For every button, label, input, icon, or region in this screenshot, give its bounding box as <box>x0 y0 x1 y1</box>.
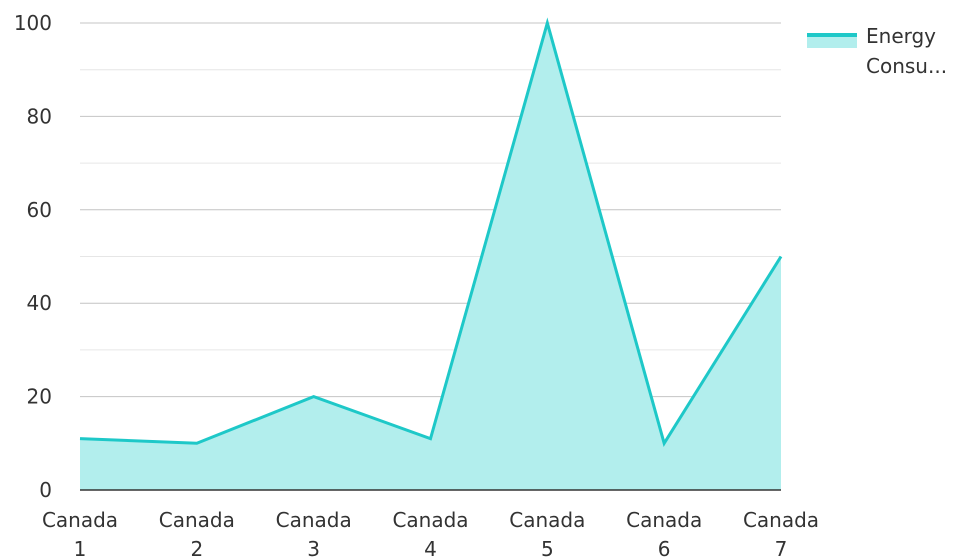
x-tick-label-line: 7 <box>775 537 788 560</box>
legend-swatch-fill <box>807 34 857 48</box>
y-tick-label: 40 <box>27 291 52 315</box>
y-tick-label: 80 <box>27 104 52 128</box>
x-tick-label: Canada 1 <box>42 508 118 560</box>
y-tick-label: 100 <box>14 11 52 35</box>
x-tick-label-line: Canada <box>42 508 118 532</box>
x-tick-label: Canada 5 <box>509 508 585 560</box>
x-tick-label-line: Canada <box>276 508 352 532</box>
y-tick-label: 60 <box>27 198 52 222</box>
data-point[interactable] <box>77 436 83 442</box>
series-area-fill <box>80 23 781 490</box>
data-point[interactable] <box>661 440 667 446</box>
x-tick-label-line: Canada <box>626 508 702 532</box>
x-tick-label-line: Canada <box>509 508 585 532</box>
legend-label: Energy Consu... <box>866 24 947 78</box>
x-tick-label-line: Canada <box>392 508 468 532</box>
x-tick-label-line: 3 <box>307 537 320 560</box>
legend-label-line: Energy <box>866 24 936 48</box>
x-tick-label: Canada 4 <box>392 508 468 560</box>
data-point[interactable] <box>194 440 200 446</box>
x-tick-label-line: 6 <box>658 537 671 560</box>
legend[interactable]: Energy Consu... <box>807 24 947 78</box>
grid-lines <box>80 22 781 444</box>
legend-label-line: Consu... <box>866 54 947 78</box>
data-point[interactable] <box>544 20 550 26</box>
x-tick-label: Canada 2 <box>159 508 235 560</box>
axes: 0 20 40 60 80 100 Canada 1 Canada 2 Canada 3 Canada 4… <box>14 11 819 560</box>
x-tick-label-line: Canada <box>743 508 819 532</box>
x-tick-label-line: 4 <box>424 537 437 560</box>
x-tick-label-line: 1 <box>74 537 87 560</box>
plot-area <box>77 17 784 490</box>
data-point[interactable] <box>311 394 317 400</box>
x-tick-label-line: Canada <box>159 508 235 532</box>
y-tick-label: 0 <box>39 478 52 502</box>
x-tick-label-line: 2 <box>190 537 203 560</box>
x-tick-label: Canada 7 <box>743 508 819 560</box>
x-tick-label: Canada 6 <box>626 508 702 560</box>
series-line <box>79 17 783 447</box>
x-tick-label: Canada 3 <box>276 508 352 560</box>
data-point[interactable] <box>778 254 784 260</box>
data-point[interactable] <box>428 436 434 442</box>
y-tick-label: 20 <box>27 385 52 409</box>
x-tick-label-line: 5 <box>541 537 554 560</box>
